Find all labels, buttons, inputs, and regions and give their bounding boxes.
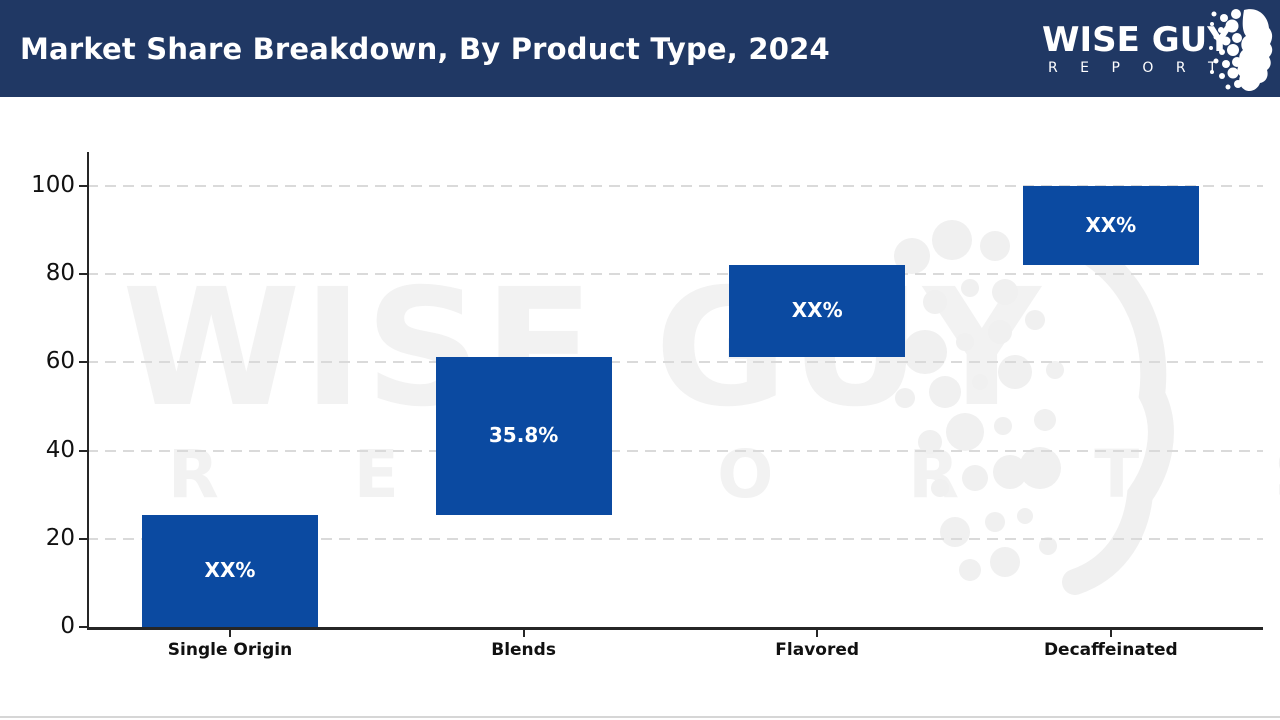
x-category-label: Decaffeinated: [1043, 640, 1178, 660]
x-tick-mark: [522, 630, 525, 637]
x-category-label: Blends: [491, 640, 556, 660]
bar-flavored: [729, 265, 906, 357]
gridline-y100: [87, 185, 1263, 187]
y-tick-mark: [79, 626, 87, 628]
y-tick-label: 60: [45, 348, 75, 375]
x-axis-line: [87, 627, 1263, 630]
y-axis-spine: [87, 152, 89, 630]
bar-blends: [435, 356, 612, 515]
x-category-label: Single Origin: [167, 640, 293, 660]
header-band: Market Share Breakdown, By Product Type,…: [0, 0, 1280, 97]
y-tick-label: 20: [45, 524, 75, 551]
logo-reports-text: R E P O R T S: [1048, 60, 1257, 76]
y-tick-label: 0: [60, 613, 75, 639]
chart-title: Market Share Breakdown, By Product Type,…: [20, 31, 830, 66]
x-tick-mark: [816, 630, 819, 637]
wiseguy-logo: WISE GUY R E P O R T S: [1014, 0, 1274, 97]
x-tick-mark: [229, 630, 231, 637]
gridline-y20: [87, 537, 1263, 540]
gridline-y80: [87, 273, 1263, 276]
y-tick-mark: [79, 273, 87, 276]
bottom-divider: [0, 716, 1280, 718]
y-tick-mark: [79, 185, 87, 187]
gridline-y40: [87, 449, 1263, 452]
bar-value-label: XX%: [1085, 212, 1137, 237]
y-tick-mark: [79, 361, 87, 364]
watermark-reports-text: R E P O R T S: [168, 436, 1280, 513]
bar-value-label: XX%: [791, 298, 843, 323]
x-category-label: Flavored: [775, 640, 860, 660]
y-tick-label: 40: [45, 436, 75, 463]
x-tick-mark: [1109, 630, 1112, 637]
bar-value-label: XX%: [204, 557, 256, 582]
y-tick-mark: [79, 449, 87, 452]
bar-value-label: 35.8%: [488, 422, 559, 447]
y-tick-label: 80: [45, 260, 75, 287]
gridline-y60: [87, 361, 1263, 364]
wiseguy-face-icon: [1209, 9, 1273, 92]
y-tick-mark: [79, 537, 87, 540]
logo-brand-text: WISE GUY: [1042, 20, 1232, 60]
bar-single-origin: [142, 514, 318, 627]
y-tick-label: 100: [31, 172, 75, 198]
bar-decaffeinated: [1022, 186, 1199, 266]
